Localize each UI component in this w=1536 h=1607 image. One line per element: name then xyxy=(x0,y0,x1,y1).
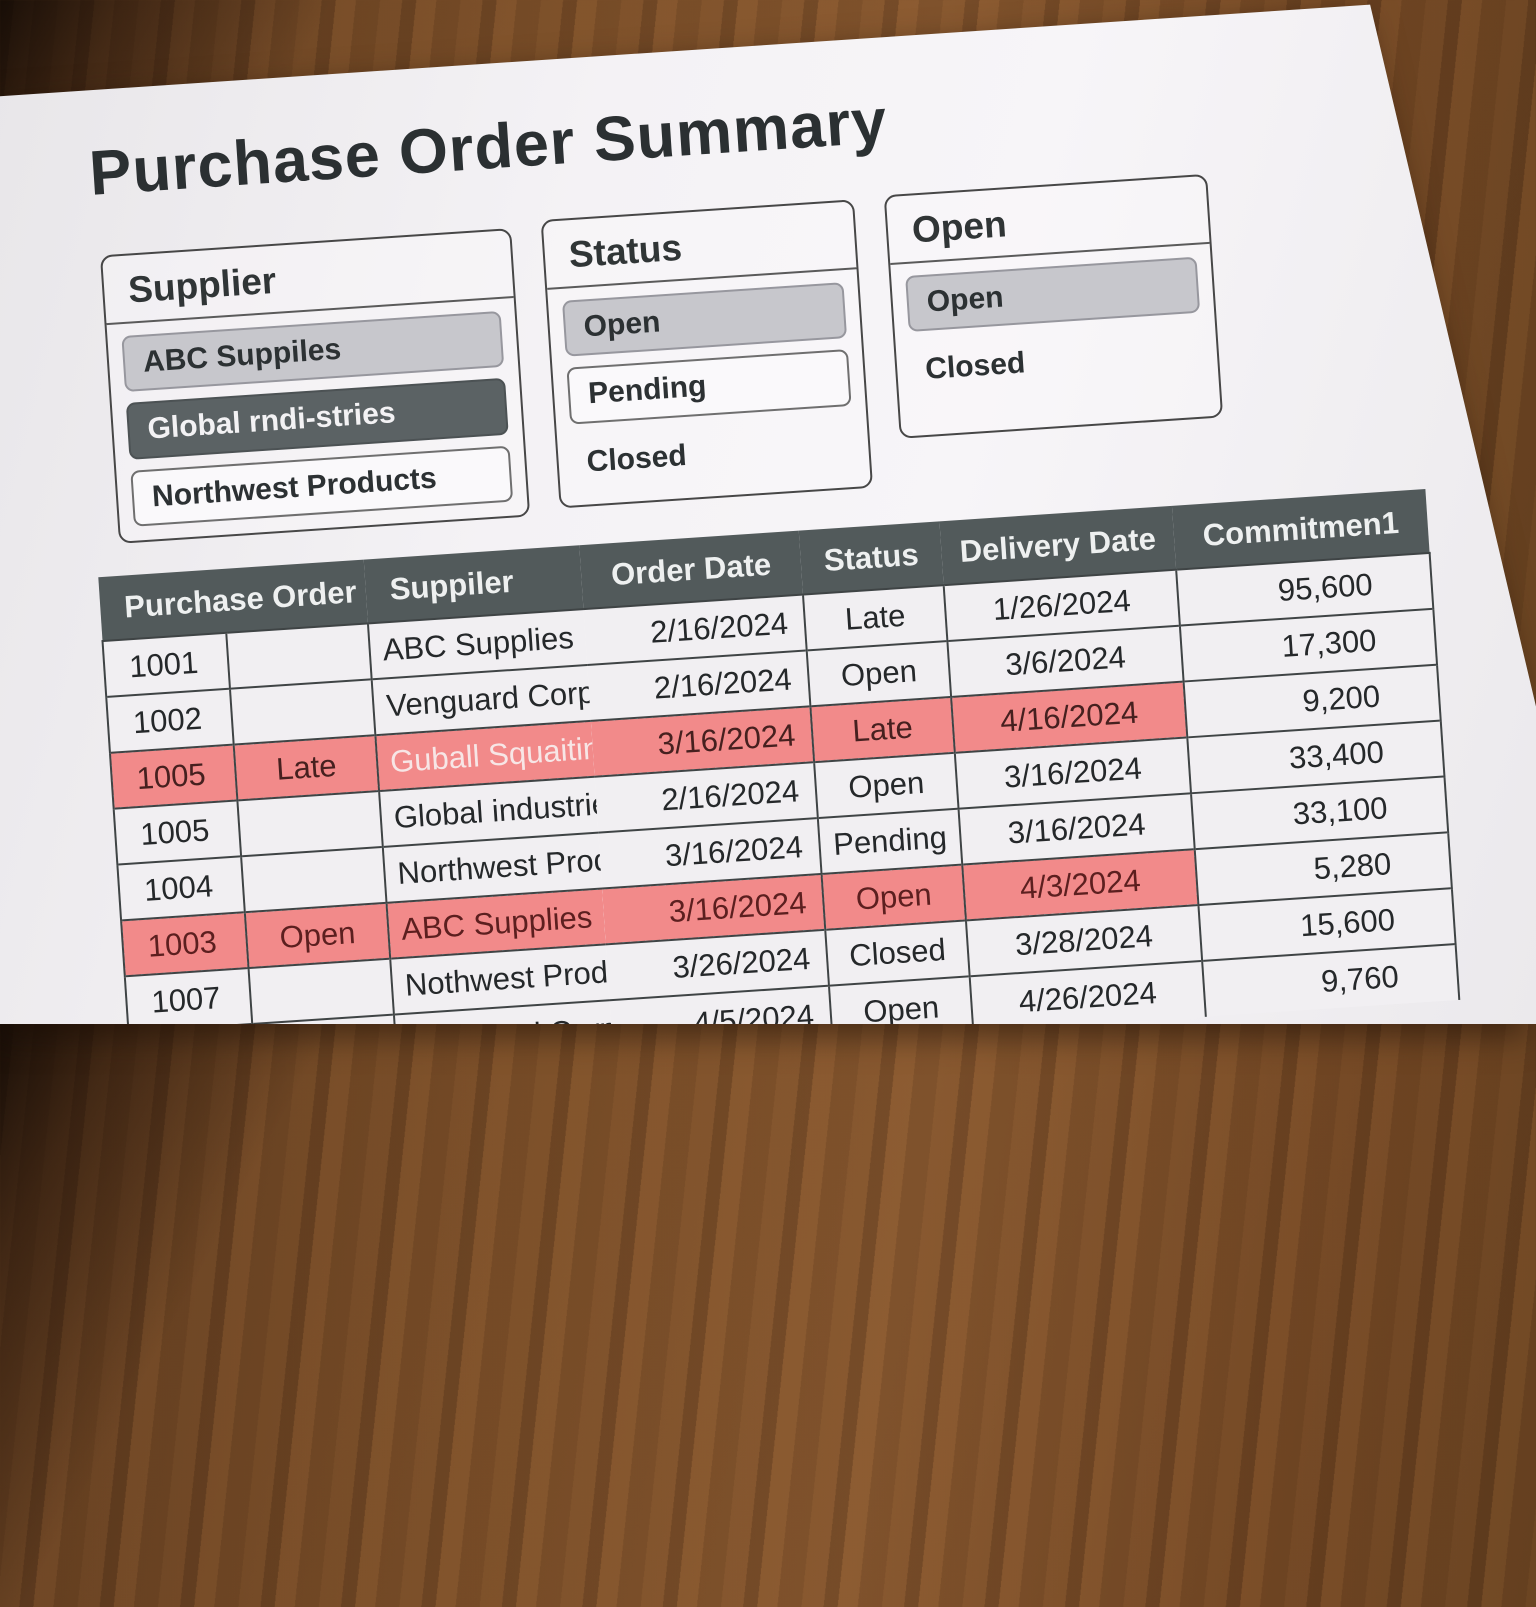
po-number-cell: 1002 xyxy=(106,689,233,753)
po-number-cell: 1005 xyxy=(110,745,237,809)
po-number-cell: 1004 xyxy=(117,856,244,920)
status-filter: Status Open Pending Closed xyxy=(541,199,873,509)
status-cell: Late xyxy=(803,585,947,650)
desk-surface: Purchase Order Summary Supplier ABC Supp… xyxy=(0,0,1536,1024)
flag-cell: Open xyxy=(245,903,390,968)
supplier-filter: Supplier ABC Suppiles Global rndi-stries… xyxy=(100,228,530,544)
flag-cell xyxy=(226,623,371,688)
filter-option-status-open[interactable]: Open xyxy=(562,282,847,357)
open-filter: Open Open Closed xyxy=(884,173,1223,438)
flag-cell xyxy=(252,1015,397,1080)
status-filter-options: Open Pending Closed xyxy=(547,269,871,507)
flag-cell xyxy=(249,959,394,1024)
po-number-cell: 1005 xyxy=(114,801,241,865)
col-header-status: Status xyxy=(799,521,944,594)
open-filter-options: Open Closed xyxy=(890,243,1219,414)
po-table-body: 1001 ABC Supplies 2/16/2024 Late 1/26/20… xyxy=(103,553,1460,1088)
flag-cell xyxy=(230,679,375,744)
supplier-filter-options: ABC Suppiles Global rndi-stries Northwes… xyxy=(107,298,529,542)
purchase-order-table: Purchase Order Suppiler Order Date Statu… xyxy=(97,482,1536,1089)
filter-option-open-closed[interactable]: Closed xyxy=(910,324,1205,400)
status-cell: Open xyxy=(829,976,973,1041)
status-cell: Pending xyxy=(818,809,962,874)
flag-cell xyxy=(237,791,382,856)
filter-option-abc-suppiles[interactable]: ABC Suppiles xyxy=(121,311,504,393)
status-cell: Late xyxy=(810,697,954,762)
po-number-cell: 1001 xyxy=(103,633,230,697)
paper-sheet: Purchase Order Summary Supplier ABC Supp… xyxy=(0,0,1536,1024)
po-number-cell: 1007 xyxy=(125,968,252,1032)
status-cell: Open xyxy=(807,641,951,706)
filter-row: Supplier ABC Suppiles Global rndi-stries… xyxy=(100,155,1536,544)
status-cell: Open xyxy=(814,753,958,818)
filter-option-open-open[interactable]: Open xyxy=(905,256,1200,332)
flag-cell xyxy=(241,847,386,912)
filter-option-global-rndi-stries[interactable]: Global rndi-stries xyxy=(126,378,509,460)
report-content: Purchase Order Summary Supplier ABC Supp… xyxy=(0,7,1536,1607)
filter-option-status-pending[interactable]: Pending xyxy=(566,349,851,424)
po-number-cell: 1007 xyxy=(129,1024,256,1088)
flag-cell: Late xyxy=(234,735,379,800)
po-number-cell: 1003 xyxy=(121,912,248,976)
filter-option-status-closed[interactable]: Closed xyxy=(571,416,856,491)
status-cell: Open xyxy=(822,865,966,930)
filter-option-northwest-products[interactable]: Northwest Products xyxy=(130,445,513,527)
status-cell: Closed xyxy=(825,920,969,985)
